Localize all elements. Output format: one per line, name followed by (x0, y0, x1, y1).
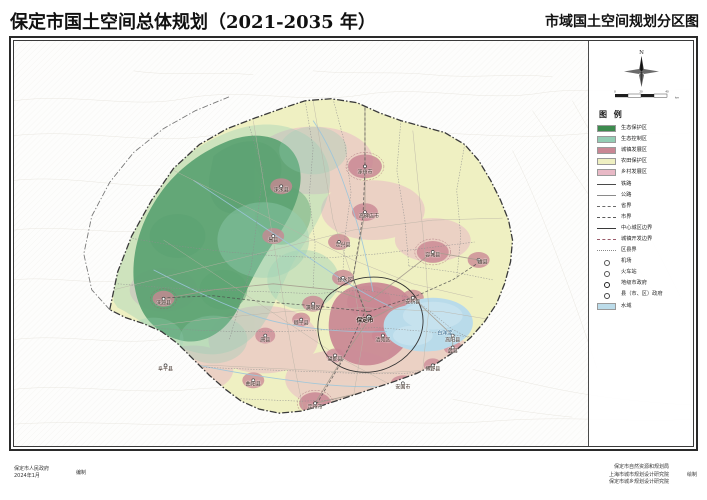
legend-swatch-line (597, 192, 616, 199)
legend-item-label: 水域 (621, 302, 632, 309)
scale-bar: 0 20 40 km (614, 90, 679, 100)
legend-item-label: 铁路 (621, 180, 632, 187)
scale-unit: km (675, 96, 680, 100)
legend-swatch-fill (597, 169, 616, 177)
footer-left-credit: 编制 (76, 469, 87, 476)
legend-item-label: 公路 (621, 191, 632, 198)
map-frame: 涞源县 阜平县 涞水县 易县 涿州市 高碑店市 定兴县 徐水区 容城县 雄县 安新县 白洋淀 满城区 保定… (9, 36, 698, 451)
city-government-marker (365, 314, 373, 321)
legend-item-label: 县（市、区）政府 (621, 291, 663, 298)
legend-swatch-line (597, 181, 616, 188)
legend-item-label: 城镇发展区 (621, 147, 647, 154)
legend-item: 城镇发展区 (597, 145, 693, 156)
footer-right-line2: 上海市城市规划设计研究院 (608, 471, 669, 478)
footer-left-line2: 2024年1月 (14, 473, 40, 479)
legend-swatch-fill (597, 125, 616, 133)
legend-item: 县（市、区）政府 (597, 289, 693, 300)
legend-item-label: 机场 (621, 258, 632, 265)
legend-item-label: 生态保护区 (621, 125, 647, 132)
legend-swatch-point (597, 269, 616, 277)
legend-panel: N (588, 41, 693, 446)
legend-item: 中心城区边界 (597, 223, 693, 234)
legend-item: 火车站 (597, 267, 693, 278)
map-viewport[interactable]: 涞源县 阜平县 涞水县 易县 涿州市 高碑店市 定兴县 徐水区 容城县 雄县 安新县 白洋淀 满城区 保定… (13, 40, 694, 447)
county-government-icon (604, 292, 610, 299)
map-header: 保定市国土空间总体规划（2021-2035 年） 市域国土空间规划分区图 (0, 0, 707, 36)
legend-swatch-point (597, 280, 616, 288)
footer-left-line1: 保定市人民政府 (14, 466, 50, 472)
legend-item-label: 区县界 (621, 247, 637, 254)
footer-right-line1: 保定市自然资源和规划局 (613, 464, 669, 470)
legend-swatch-fill (597, 136, 616, 144)
legend-item-label: 城镇开发边界 (621, 235, 653, 242)
legend-line-sample (597, 238, 616, 240)
legend-item: 市界 (597, 212, 693, 223)
legend-line-sample (597, 183, 616, 185)
legend-item-label: 乡村发展区 (621, 169, 647, 176)
scale-tick-0: 0 (614, 90, 616, 94)
page-title: 保定市国土空间总体规划（2021-2035 年） (10, 12, 376, 33)
legend-swatch-fill (597, 158, 616, 166)
north-label: N (639, 50, 644, 56)
legend-line-sample (597, 227, 616, 229)
footer-left: 保定市人民政府 2024年1月 编制 (14, 466, 86, 480)
footer-right: 保定市自然资源和规划局 上海市城市规划设计研究院 保定市城乡规划设计研究院 绘制 (608, 464, 697, 487)
legend-swatch-point (597, 258, 616, 266)
scale-tick-1: 20 (639, 90, 643, 94)
legend-item-label: 农田保护区 (621, 158, 647, 165)
legend-line-sample (597, 205, 616, 207)
legend-line-sample (597, 216, 616, 218)
legend-item: 城镇开发边界 (597, 234, 693, 245)
legend-item: 机场 (597, 256, 693, 267)
legend-line-sample (597, 250, 616, 252)
legend-swatch-line (597, 225, 616, 232)
legend-item: 铁路 (597, 178, 693, 189)
legend-swatch-line (597, 236, 616, 243)
legend-item: 省界 (597, 201, 693, 212)
legend-item: 生态控制区 (597, 134, 693, 145)
legend-item-label: 生态控制区 (621, 136, 647, 143)
legend-line-sample (597, 194, 616, 196)
legend-swatch-fill (597, 147, 616, 155)
legend-swatch-point (597, 291, 616, 299)
legend-item: 水域 (597, 301, 693, 312)
legend-item: 乡村发展区 (597, 167, 693, 178)
legend-item-label: 地级市政府 (621, 280, 647, 287)
legend-item: 农田保护区 (597, 156, 693, 167)
compass-and-scale: N (589, 45, 693, 103)
airport-icon (604, 259, 610, 266)
map-graphic (14, 41, 693, 446)
scale-tick-2: 40 (665, 90, 669, 94)
legend-item-label: 火车站 (621, 269, 637, 276)
legend-item-label: 市界 (621, 213, 632, 220)
legend-item-label: 中心城区边界 (621, 224, 653, 231)
legend-item: 地级市政府 (597, 278, 693, 289)
legend-list: 生态保护区生态控制区城镇发展区农田保护区乡村发展区铁路公路省界市界中心城区边界城… (597, 123, 693, 312)
legend-swatch-line (597, 203, 616, 210)
legend-swatch-fill (597, 302, 616, 310)
train-station-icon (604, 270, 610, 277)
north-arrow-icon: N (614, 50, 679, 100)
footer-right-credit: 绘制 (686, 471, 697, 478)
footer-right-line3: 保定市城乡规划设计研究院 (608, 479, 669, 485)
city-government-icon (604, 281, 610, 288)
legend-item-label: 省界 (621, 202, 632, 209)
legend-item: 公路 (597, 190, 693, 201)
map-subtitle: 市域国土空间规划分区图 (545, 14, 699, 30)
legend-item: 生态保护区 (597, 123, 693, 134)
legend-title: 图 例 (599, 109, 624, 119)
legend-swatch-line (597, 247, 616, 254)
legend-item: 区县界 (597, 245, 693, 256)
legend-swatch-line (597, 214, 616, 221)
